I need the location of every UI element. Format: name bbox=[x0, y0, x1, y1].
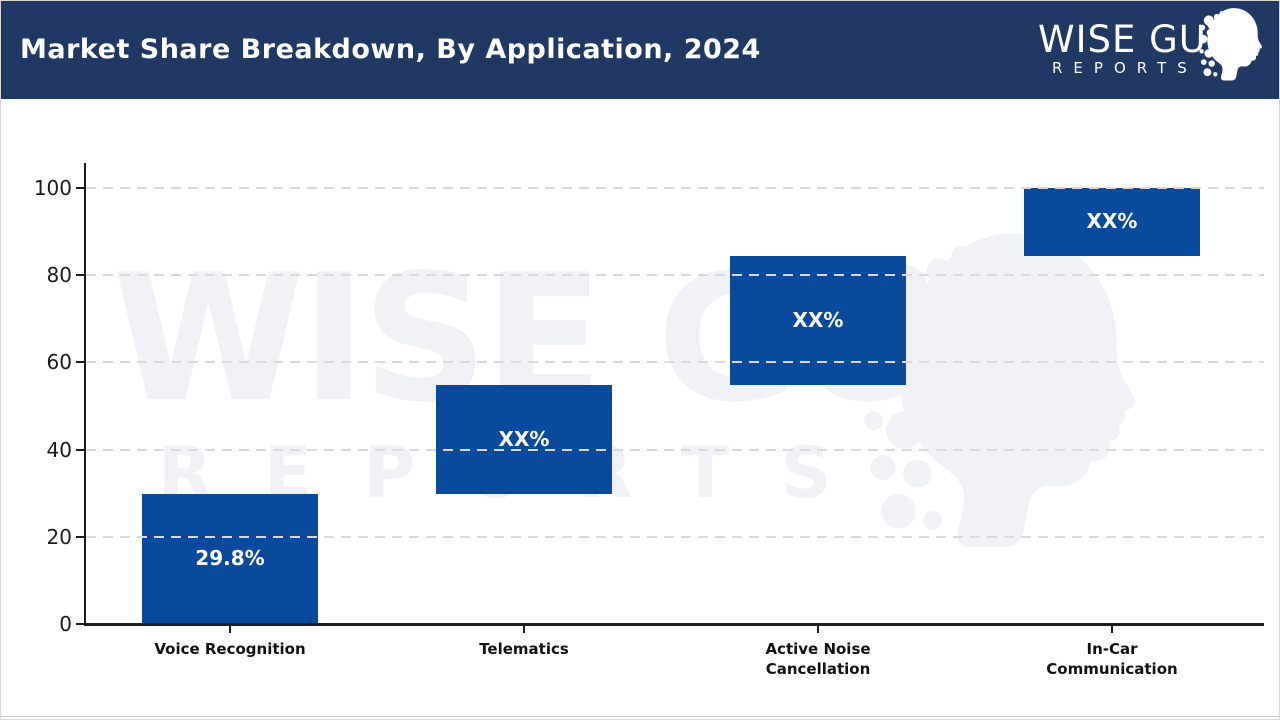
brand-logo: WISE GUY REPORTS bbox=[1038, 18, 1231, 77]
x-tick bbox=[1111, 626, 1113, 633]
gridline bbox=[86, 448, 1264, 451]
y-tick-label: 40 bbox=[46, 437, 72, 462]
bar-value-label: XX% bbox=[792, 307, 844, 332]
x-tick bbox=[817, 626, 819, 633]
waterfall-bar bbox=[436, 385, 612, 495]
y-tick-label: 20 bbox=[46, 524, 72, 549]
waterfall-bar bbox=[730, 256, 906, 386]
y-tick bbox=[76, 274, 84, 277]
gridline bbox=[86, 535, 1264, 538]
gridline bbox=[86, 187, 1264, 189]
bar-value-label: XX% bbox=[498, 426, 550, 451]
x-category-label: Telematics bbox=[479, 640, 569, 658]
y-tick-label: 60 bbox=[46, 350, 72, 375]
y-tick-label: 0 bbox=[59, 612, 72, 636]
bottom-divider bbox=[0, 716, 1280, 717]
gridline bbox=[86, 361, 1264, 364]
x-tick bbox=[229, 626, 231, 633]
bar-value-label: XX% bbox=[1086, 209, 1138, 233]
brand-logo-wordmark: WISE GUY bbox=[1038, 18, 1231, 61]
waterfall-bar bbox=[1024, 188, 1200, 257]
page-title: Market Share Breakdown, By Application, … bbox=[20, 34, 761, 65]
x-category-label: Active Noise Cancellation bbox=[765, 640, 871, 678]
x-category-label: Voice Recognition bbox=[154, 640, 306, 658]
brand-head-profile-icon bbox=[1198, 8, 1262, 81]
y-tick-label: 80 bbox=[46, 263, 72, 288]
y-tick-label: 100 bbox=[33, 176, 72, 200]
y-tick bbox=[76, 187, 84, 189]
x-tick bbox=[523, 626, 525, 633]
y-tick bbox=[76, 448, 84, 451]
waterfall-bar bbox=[142, 494, 318, 624]
x-axis-line bbox=[84, 623, 1264, 626]
y-axis-line bbox=[84, 163, 86, 625]
y-tick bbox=[76, 361, 84, 364]
y-tick bbox=[76, 623, 84, 625]
header-bar: Market Share Breakdown, By Application, … bbox=[0, 0, 1280, 99]
bar-value-label: 29.8% bbox=[195, 546, 265, 571]
brand-logo-subtext: REPORTS bbox=[1052, 58, 1198, 77]
gridline bbox=[86, 274, 1264, 277]
y-tick bbox=[76, 535, 84, 538]
x-category-label: In-Car Communication bbox=[1046, 640, 1178, 678]
